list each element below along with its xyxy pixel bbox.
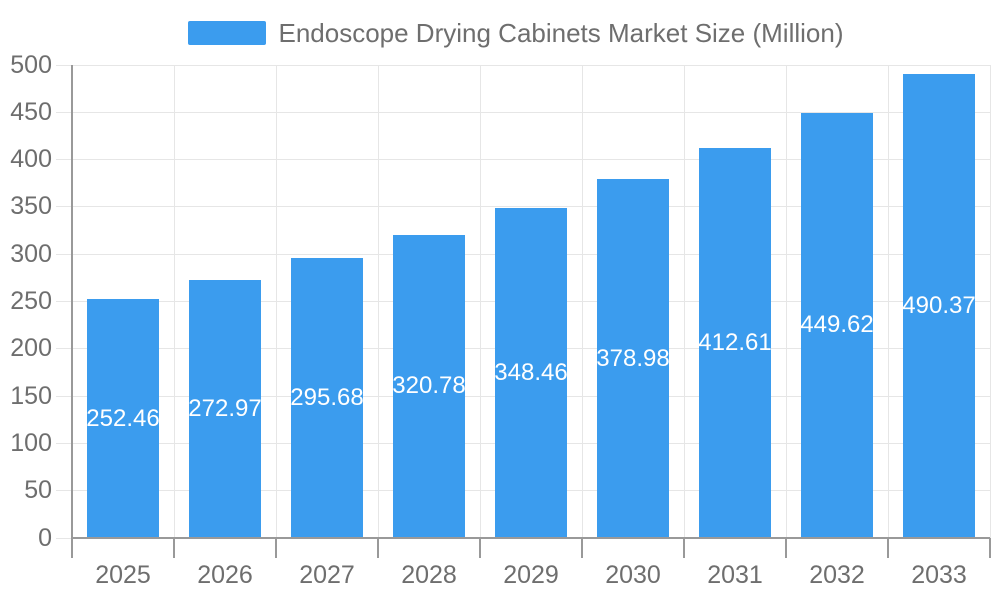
x-axis-tick-label: 2033	[911, 561, 967, 589]
gridline-vertical	[173, 65, 175, 538]
y-axis-tick-label: 100	[10, 428, 52, 457]
bar	[903, 74, 975, 538]
gridline-horizontal	[72, 159, 990, 161]
legend-item[interactable]: Endoscope Drying Cabinets Market Size (M…	[16, 18, 1000, 48]
x-axis-line	[72, 537, 990, 539]
bar	[801, 112, 873, 538]
y-axis-tick	[56, 442, 72, 444]
x-axis-tick-label: 2030	[605, 561, 661, 589]
y-axis-tick-label: 350	[10, 192, 52, 221]
x-axis-tick-label: 2025	[95, 561, 151, 589]
bar	[393, 234, 465, 538]
x-axis-tick-label: 2031	[707, 561, 763, 589]
bar	[87, 299, 159, 538]
x-axis-tick-label: 2032	[809, 561, 865, 589]
x-axis-tick	[683, 538, 685, 558]
x-axis-tick-label: 2027	[299, 561, 355, 589]
gridline-horizontal	[72, 206, 990, 208]
x-axis-tick	[785, 538, 787, 558]
x-axis-tick	[479, 538, 481, 558]
y-axis-tick	[56, 206, 72, 208]
gridline-vertical	[377, 65, 379, 538]
bar-value-label: 252.46	[86, 404, 160, 432]
bar-value-label: 449.62	[800, 311, 874, 339]
bar	[291, 258, 363, 538]
y-axis-tick	[56, 111, 72, 113]
gridline-vertical	[887, 65, 889, 538]
x-axis-tick	[71, 538, 73, 558]
legend-swatch	[188, 21, 267, 45]
gridline-vertical	[275, 65, 277, 538]
y-axis-tick	[56, 395, 72, 397]
bar-value-label: 378.98	[596, 344, 670, 372]
gridline-vertical	[581, 65, 583, 538]
y-axis-tick-label: 450	[10, 97, 52, 126]
y-axis-tick-label: 250	[10, 287, 52, 315]
y-axis-tick	[56, 159, 72, 161]
y-axis-tick	[56, 537, 72, 539]
bar	[699, 147, 771, 538]
y-axis-tick-label: 300	[10, 239, 52, 268]
y-axis-tick	[56, 253, 72, 255]
y-axis-tick-label: 50	[24, 476, 52, 505]
x-axis-tick	[887, 538, 889, 558]
gridline-vertical	[683, 65, 685, 538]
bar	[597, 179, 669, 538]
x-axis-tick	[989, 538, 991, 558]
x-axis-tick-label: 2028	[401, 561, 457, 589]
bar-value-label: 272.97	[188, 394, 262, 422]
bar	[495, 208, 567, 538]
gridline-vertical	[785, 65, 787, 538]
y-axis-tick-label: 150	[10, 381, 52, 410]
x-axis-tick-label: 2026	[197, 561, 253, 589]
bar-value-label: 320.78	[392, 372, 466, 400]
bar-value-label: 295.68	[290, 384, 364, 412]
bar-value-label: 490.37	[902, 292, 976, 320]
x-axis-tick	[377, 538, 379, 558]
gridline-horizontal	[72, 64, 990, 66]
y-axis-tick	[56, 490, 72, 492]
x-axis-tick	[275, 538, 277, 558]
y-axis-tick	[56, 301, 72, 302]
y-axis-tick-label: 500	[10, 50, 52, 79]
x-axis-tick	[581, 538, 583, 558]
bar	[189, 279, 261, 538]
y-axis-tick-label: 200	[10, 334, 52, 363]
y-axis-tick-label: 400	[10, 145, 52, 174]
legend-label: Endoscope Drying Cabinets Market Size (M…	[278, 18, 844, 48]
x-axis-tick	[173, 538, 175, 558]
bar-value-label: 412.61	[698, 328, 772, 356]
gridline-vertical	[479, 65, 481, 538]
gridline-vertical	[989, 65, 991, 538]
y-axis-line	[71, 65, 73, 538]
y-axis-tick	[56, 64, 72, 66]
y-axis-tick-label: 0	[38, 523, 52, 552]
x-axis-tick-label: 2029	[503, 561, 559, 589]
gridline-horizontal	[72, 111, 990, 113]
y-axis-tick	[56, 348, 72, 350]
bar-value-label: 348.46	[494, 359, 568, 387]
